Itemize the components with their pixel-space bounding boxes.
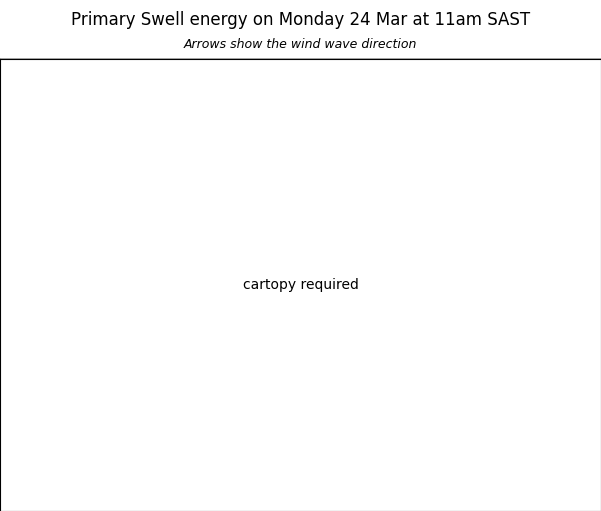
Text: Primary Swell energy on Monday 24 Mar at 11am SAST: Primary Swell energy on Monday 24 Mar at… xyxy=(71,11,530,29)
Text: Arrows show the wind wave direction: Arrows show the wind wave direction xyxy=(184,38,417,51)
Text: cartopy required: cartopy required xyxy=(243,278,358,292)
